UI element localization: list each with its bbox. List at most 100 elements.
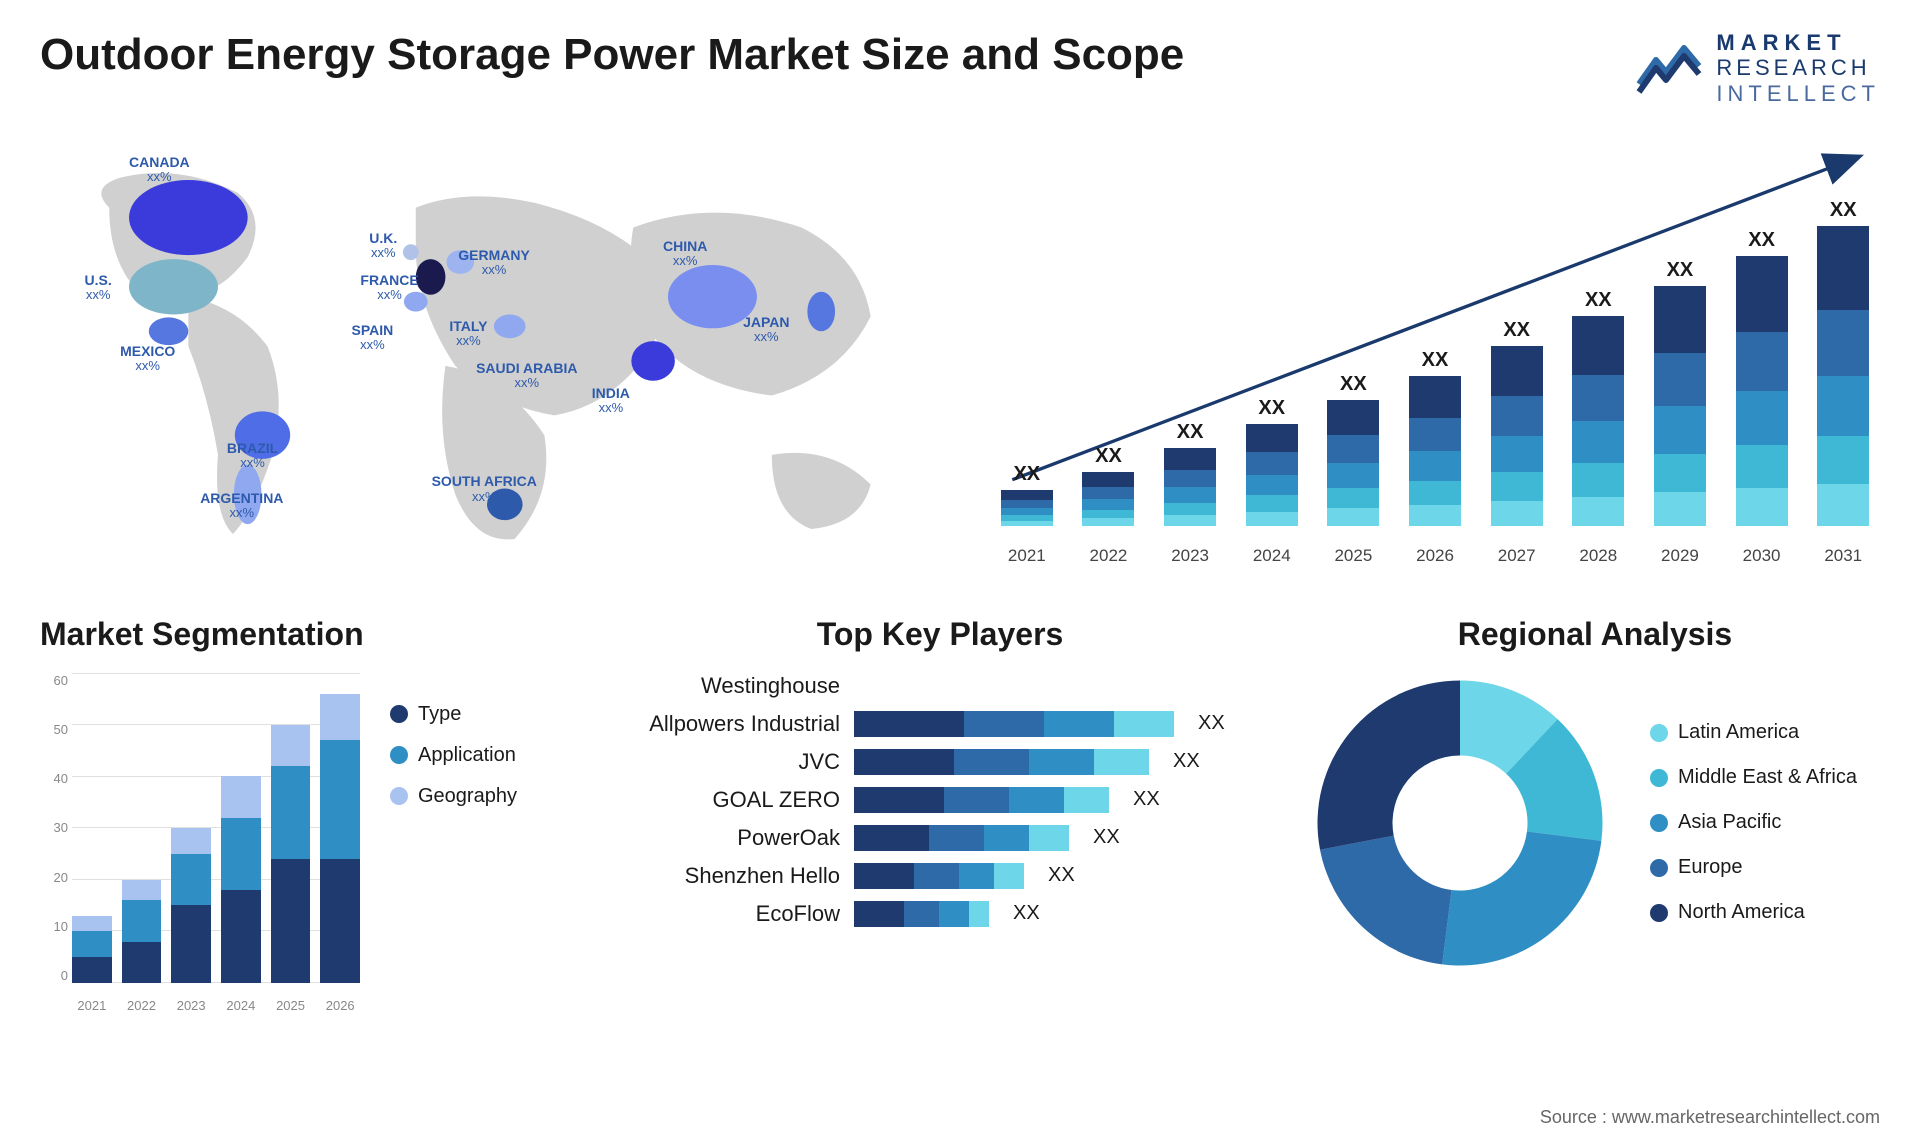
legend-label: Geography: [418, 785, 517, 808]
legend-dot-icon: [1650, 859, 1668, 877]
growth-year-label: 2025: [1317, 546, 1391, 566]
player-bar: [854, 711, 1174, 737]
legend-dot-icon: [390, 746, 408, 764]
map-country-label: CHINAxx%: [663, 238, 707, 269]
logo-line3: INTELLECT: [1716, 81, 1880, 106]
growth-bar: XX: [1153, 421, 1227, 526]
regional-legend-item: North America: [1650, 901, 1857, 924]
player-value: XX: [1198, 712, 1225, 735]
map-country-label: U.S.xx%: [85, 272, 112, 303]
segmentation-chart: 0102030405060 202120222023202420252026: [40, 673, 360, 1013]
legend-label: Europe: [1678, 856, 1743, 879]
map-country-label: MEXICOxx%: [120, 343, 175, 374]
growth-year-label: 2028: [1561, 546, 1635, 566]
seg-bar: [122, 880, 162, 983]
regional-title: Regional Analysis: [1310, 616, 1880, 653]
player-name: EcoFlow: [620, 901, 840, 927]
legend-label: Middle East & Africa: [1678, 766, 1857, 789]
regional-legend-item: Asia Pacific: [1650, 811, 1857, 834]
growth-bar: XX: [1480, 319, 1554, 526]
regional-legend: Latin America Middle East & Africa Asia Pa…: [1650, 721, 1857, 924]
legend-dot-icon: [390, 787, 408, 805]
player-name: Shenzhen Hello: [620, 863, 840, 889]
growth-bar: XX: [1725, 229, 1799, 526]
legend-label: Application: [418, 744, 516, 767]
map-country-label: U.K.xx%: [369, 230, 397, 261]
segmentation-legend: Type Application Geography: [390, 673, 517, 1013]
regional-legend-item: Europe: [1650, 856, 1857, 879]
regional-section: Regional Analysis Latin America Middle Ea…: [1310, 616, 1880, 1056]
legend-dot-icon: [1650, 769, 1668, 787]
legend-label: North America: [1678, 901, 1805, 924]
page-title: Outdoor Energy Storage Power Market Size…: [40, 30, 1184, 80]
growth-year-label: 2023: [1153, 546, 1227, 566]
growth-chart-section: XXXXXXXXXXXXXXXXXXXXXX 20212022202320242…: [990, 146, 1880, 566]
player-value: XX: [1013, 902, 1040, 925]
seg-legend-item: Application: [390, 744, 517, 767]
growth-bar-value: XX: [1748, 229, 1775, 252]
player-row: Allpowers Industrial XX: [620, 711, 1260, 737]
player-row: GOAL ZERO XX: [620, 787, 1260, 813]
logo-text: MARKET RESEARCH INTELLECT: [1716, 30, 1880, 106]
top-row: CANADAxx%U.S.xx%MEXICOxx%BRAZILxx%ARGENT…: [40, 146, 1880, 566]
player-row: Westinghouse: [620, 673, 1260, 699]
donut-slice: [1318, 680, 1461, 849]
growth-bar-value: XX: [1830, 199, 1857, 222]
seg-year-label: 2024: [221, 998, 261, 1013]
seg-bar: [72, 916, 112, 983]
legend-label: Asia Pacific: [1678, 811, 1781, 834]
seg-y-tick: 50: [40, 722, 68, 737]
bottom-row: Market Segmentation 0102030405060 202120…: [40, 616, 1880, 1056]
source-attribution: Source : www.marketresearchintellect.com: [1540, 1107, 1880, 1128]
growth-year-label: 2021: [990, 546, 1064, 566]
player-name: Allpowers Industrial: [620, 711, 840, 737]
growth-year-label: 2026: [1398, 546, 1472, 566]
seg-year-label: 2022: [122, 998, 162, 1013]
logo-icon: [1634, 42, 1704, 94]
seg-y-tick: 60: [40, 673, 68, 688]
player-row: Shenzhen HelloXX: [620, 863, 1260, 889]
legend-label: Latin America: [1678, 721, 1799, 744]
growth-bar: XX: [1317, 373, 1391, 526]
map-country-label: SAUDI ARABIAxx%: [476, 360, 577, 391]
growth-bar: XX: [1398, 349, 1472, 526]
legend-label: Type: [418, 703, 461, 726]
player-value: XX: [1093, 826, 1120, 849]
growth-bar-value: XX: [1585, 289, 1612, 312]
growth-year-label: 2030: [1725, 546, 1799, 566]
seg-bar: [221, 776, 261, 983]
player-value: XX: [1133, 788, 1160, 811]
seg-year-label: 2025: [271, 998, 311, 1013]
header: Outdoor Energy Storage Power Market Size…: [40, 30, 1880, 106]
map-country-label: GERMANYxx%: [458, 247, 530, 278]
donut-slice: [1320, 836, 1452, 965]
growth-bar: XX: [1072, 445, 1146, 526]
players-chart: WestinghouseAllpowers IndustrialXXJVCXXG…: [620, 673, 1260, 927]
player-row: JVCXX: [620, 749, 1260, 775]
world-map-section: CANADAxx%U.S.xx%MEXICOxx%BRAZILxx%ARGENT…: [40, 146, 930, 566]
player-row: PowerOakXX: [620, 825, 1260, 851]
growth-bar-value: XX: [1340, 373, 1367, 396]
legend-dot-icon: [390, 705, 408, 723]
segmentation-section: Market Segmentation 0102030405060 202120…: [40, 616, 570, 1056]
growth-bar-value: XX: [1503, 319, 1530, 342]
map-country-label: INDIAxx%: [592, 385, 630, 416]
growth-bar-value: XX: [1013, 463, 1040, 486]
map-country-label: SPAINxx%: [352, 322, 394, 353]
player-name: GOAL ZERO: [620, 787, 840, 813]
growth-bar-value: XX: [1095, 445, 1122, 468]
growth-bar: XX: [1235, 397, 1309, 526]
players-title: Top Key Players: [620, 616, 1260, 653]
growth-bar-value: XX: [1258, 397, 1285, 420]
player-value: XX: [1173, 750, 1200, 773]
growth-year-label: 2029: [1643, 546, 1717, 566]
player-bar: [854, 749, 1149, 775]
map-country-label: ITALYxx%: [449, 318, 487, 349]
legend-dot-icon: [1650, 724, 1668, 742]
map-country-label: BRAZILxx%: [227, 440, 278, 471]
map-country-label: FRANCExx%: [360, 272, 418, 303]
map-country-label: JAPANxx%: [743, 314, 789, 345]
seg-bar: [171, 828, 211, 983]
seg-y-tick: 0: [40, 968, 68, 983]
regional-legend-item: Latin America: [1650, 721, 1857, 744]
